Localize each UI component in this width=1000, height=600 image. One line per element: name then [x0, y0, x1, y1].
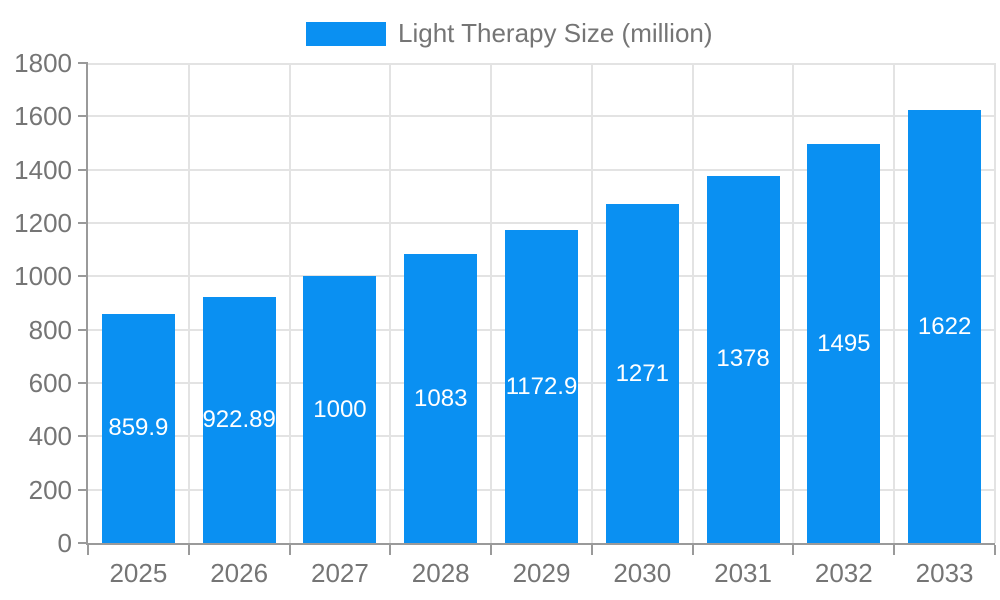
bar-value-label: 1378	[716, 345, 770, 373]
x-axis-label: 2033	[915, 558, 974, 588]
y-axis-tick	[78, 382, 88, 384]
x-axis-label: 2026	[210, 558, 269, 588]
h-gridline	[88, 115, 995, 118]
bar-value-label: 1271	[615, 359, 669, 387]
x-axis-tick	[288, 545, 291, 555]
y-axis-tick	[78, 328, 88, 331]
bar-value-label: 1495	[817, 329, 871, 357]
y-axis-label: 0	[57, 528, 72, 558]
x-axis-tick	[893, 545, 896, 555]
plot-area: 859.9 922.89 1000 1083 1172.9 1271 1378 1495 162…	[86, 63, 996, 545]
x-axis-tick	[389, 545, 392, 555]
bar-value-label: 1172.9	[505, 372, 578, 400]
x-axis-label: 2027	[311, 558, 369, 588]
y-axis-label: 600	[28, 368, 72, 398]
bar[interactable]: 1622	[908, 110, 982, 543]
bar[interactable]: 1172.9	[505, 230, 578, 543]
x-axis-tick	[590, 545, 593, 555]
v-gridline	[994, 63, 996, 543]
y-axis-label: 400	[28, 421, 72, 452]
h-gridline	[88, 222, 995, 224]
y-axis-label: 1000	[14, 261, 72, 292]
y-axis-tick	[78, 435, 88, 438]
y-axis-tick	[78, 222, 88, 224]
x-axis-tick	[691, 545, 694, 555]
x-axis-label: 2028	[411, 558, 470, 588]
y-axis-tick	[78, 62, 88, 64]
v-gridline	[590, 63, 593, 543]
bar-value-label: 1622	[917, 312, 972, 340]
x-axis-tick	[792, 545, 795, 555]
bar[interactable]: 859.9	[101, 313, 175, 543]
y-axis-label: 1800	[14, 48, 72, 78]
v-gridline	[288, 63, 291, 543]
bar-value-label: 1083	[414, 384, 468, 412]
y-axis-label: 1200	[14, 208, 72, 238]
x-axis-label: 2029	[512, 558, 571, 588]
x-axis-label: 2025	[109, 558, 168, 588]
v-gridline	[792, 63, 795, 543]
v-gridline	[389, 63, 392, 543]
h-gridline	[88, 168, 995, 171]
x-axis-tick	[490, 545, 493, 555]
y-axis-tick	[78, 115, 88, 118]
x-axis-label: 2030	[613, 558, 672, 588]
bar-value-label: 859.9	[108, 414, 169, 442]
bar[interactable]: 1271	[605, 204, 679, 543]
legend-swatch	[306, 21, 386, 46]
v-gridline	[691, 63, 694, 543]
bar[interactable]: 1000	[303, 276, 377, 543]
x-axis-tick	[87, 545, 89, 555]
y-axis-tick	[78, 542, 88, 544]
legend[interactable]: Light Therapy Size (million)	[306, 18, 713, 49]
y-axis-tick	[78, 275, 88, 278]
bar[interactable]: 922.89	[202, 296, 276, 543]
y-axis-label: 1400	[14, 154, 72, 185]
v-gridline	[893, 63, 896, 543]
bar[interactable]: 1378	[706, 175, 780, 543]
y-axis-tick	[78, 488, 88, 491]
y-axis-label: 800	[28, 314, 72, 345]
x-axis-label: 2031	[714, 558, 772, 588]
bar-value-label: 922.89	[202, 405, 276, 433]
bar[interactable]: 1495	[807, 144, 881, 543]
x-axis-tick	[187, 545, 190, 555]
x-axis-tick	[994, 545, 996, 555]
y-axis-label: 1600	[14, 101, 72, 132]
legend-label: Light Therapy Size (million)	[398, 18, 713, 48]
y-axis-tick	[78, 168, 88, 171]
v-gridline	[490, 63, 493, 543]
x-axis-label: 2032	[814, 558, 873, 588]
bar-value-label: 1000	[313, 395, 367, 423]
y-axis-label: 200	[28, 474, 72, 505]
bar[interactable]: 1083	[404, 254, 478, 543]
v-gridline	[187, 63, 190, 543]
h-gridline	[88, 63, 995, 65]
